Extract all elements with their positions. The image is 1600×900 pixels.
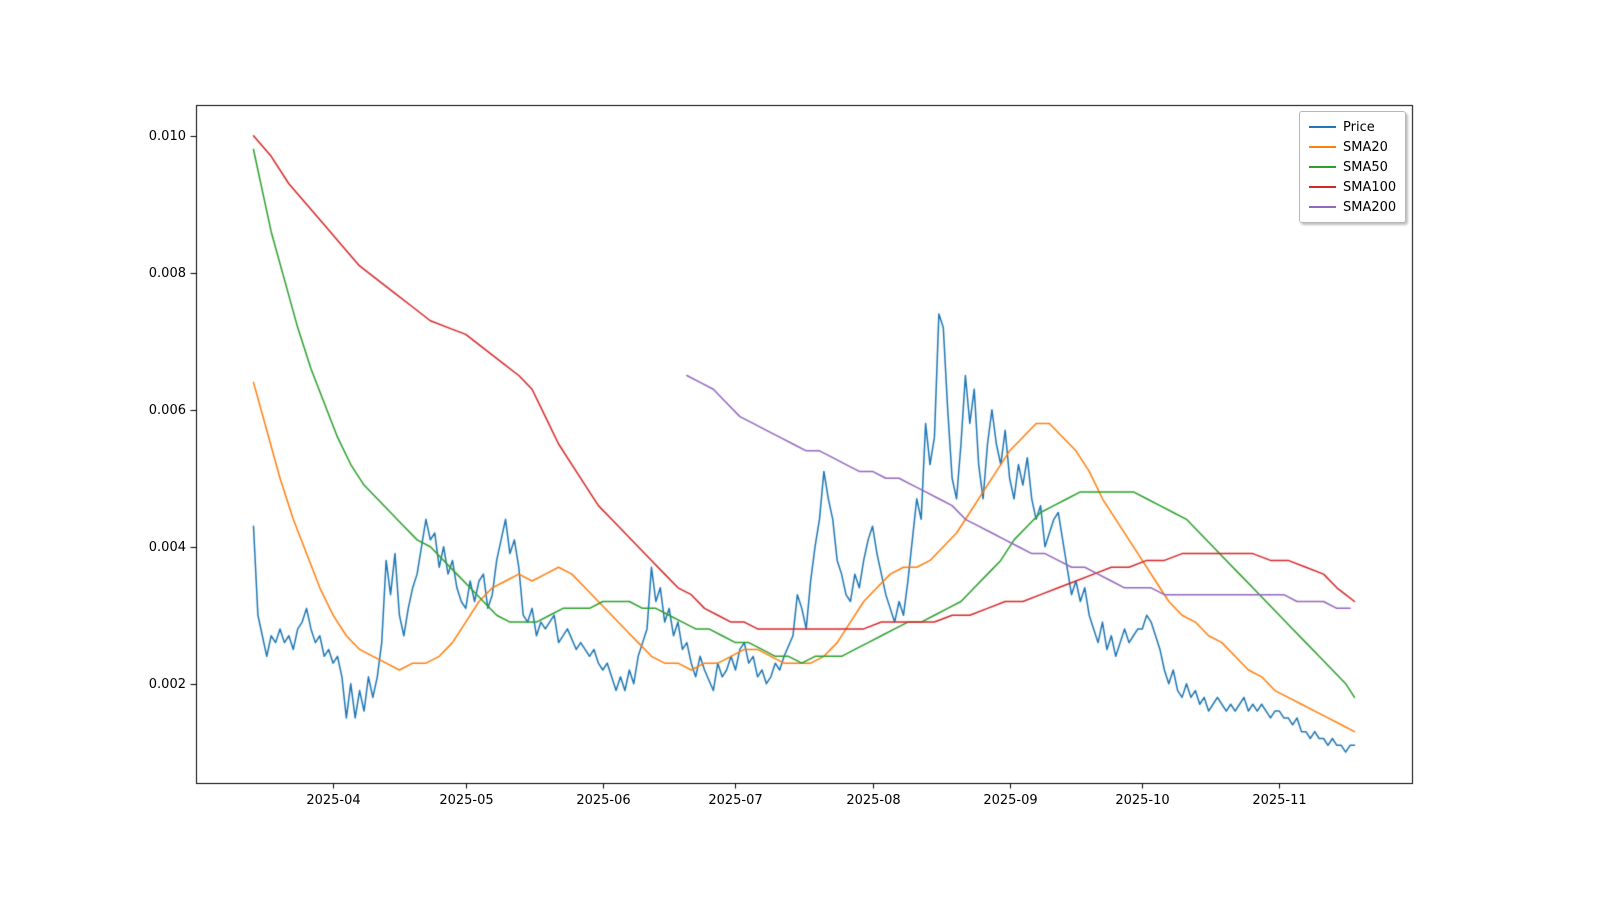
y-tick-label: 0.008 <box>148 265 186 281</box>
x-tick-label: 2025-06 <box>576 793 631 808</box>
x-tick-label: 2025-04 <box>306 793 361 808</box>
legend-entry-sma50: SMA50 <box>1309 157 1396 177</box>
legend: Price SMA20 SMA50 SMA100 SMA200 <box>1299 111 1407 223</box>
legend-line-sample-sma20 <box>1309 146 1336 148</box>
legend-label-sma50: SMA50 <box>1343 159 1388 175</box>
legend-label-sma20: SMA20 <box>1343 139 1388 155</box>
x-tick-label: 2025-11 <box>1252 793 1307 808</box>
legend-label-price: Price <box>1343 119 1375 135</box>
x-tick-label: 2025-05 <box>439 793 494 808</box>
x-tick-label: 2025-07 <box>708 793 763 808</box>
legend-label-sma200: SMA200 <box>1343 199 1397 215</box>
legend-entry-sma20: SMA20 <box>1309 137 1396 157</box>
legend-label-sma100: SMA100 <box>1343 179 1397 195</box>
legend-line-sample-sma50 <box>1309 166 1336 168</box>
y-tick-label: 0.010 <box>148 128 186 144</box>
legend-entry-sma100: SMA100 <box>1309 177 1396 197</box>
x-tick-label: 2025-10 <box>1115 793 1170 808</box>
y-tick-label: 0.004 <box>148 539 186 555</box>
y-tick-label: 0.002 <box>148 676 186 692</box>
x-tick-label: 2025-08 <box>846 793 901 808</box>
legend-line-sample-sma100 <box>1309 186 1336 188</box>
legend-line-sample-sma200 <box>1309 206 1336 208</box>
legend-line-sample-price <box>1309 126 1336 128</box>
legend-entry-price: Price <box>1309 117 1396 137</box>
legend-entry-sma200: SMA200 <box>1309 197 1396 217</box>
y-tick-label: 0.006 <box>148 402 186 418</box>
x-tick-label: 2025-09 <box>983 793 1038 808</box>
